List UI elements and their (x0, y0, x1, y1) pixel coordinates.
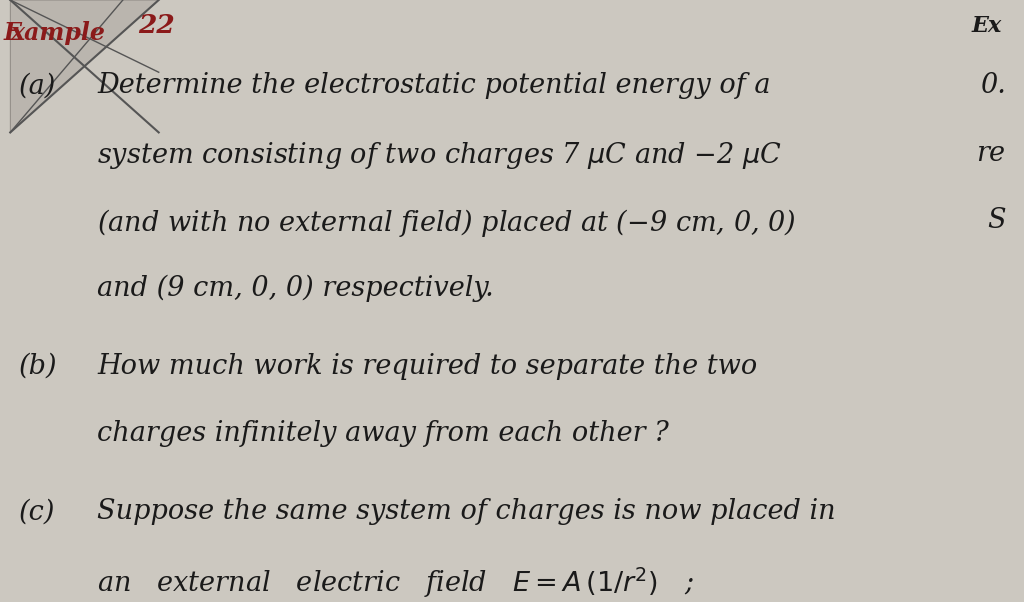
Text: (c): (c) (18, 498, 55, 526)
Text: xample: xample (10, 21, 105, 45)
Text: re: re (977, 140, 1006, 167)
Text: How much work is required to separate the two: How much work is required to separate th… (97, 353, 758, 380)
Text: (a): (a) (18, 72, 55, 99)
Text: 22: 22 (138, 13, 175, 39)
Text: Determine the electrostatic potential energy of a: Determine the electrostatic potential en… (97, 72, 771, 99)
Text: (and with no external field) placed at ($-$9 cm, 0, 0): (and with no external field) placed at (… (97, 207, 797, 239)
Text: and (9 cm, 0, 0) respectively.: and (9 cm, 0, 0) respectively. (97, 275, 494, 302)
Text: system consisting of two charges 7 $\mu$C and $-$2 $\mu$C: system consisting of two charges 7 $\mu$… (97, 140, 782, 170)
Text: E: E (3, 21, 22, 45)
Text: 0.: 0. (980, 72, 1006, 99)
Polygon shape (10, 0, 159, 132)
Text: (b): (b) (18, 353, 57, 380)
Text: Suppose the same system of charges is now placed in: Suppose the same system of charges is no… (97, 498, 836, 526)
Text: Ex: Ex (971, 15, 1001, 37)
Text: an   external   electric   field   $E = A\,(1/r^2)$   ;: an external electric field $E = A\,(1/r^… (97, 566, 694, 600)
Text: charges infinitely away from each other ?: charges infinitely away from each other … (97, 420, 669, 447)
Text: S: S (987, 207, 1006, 234)
